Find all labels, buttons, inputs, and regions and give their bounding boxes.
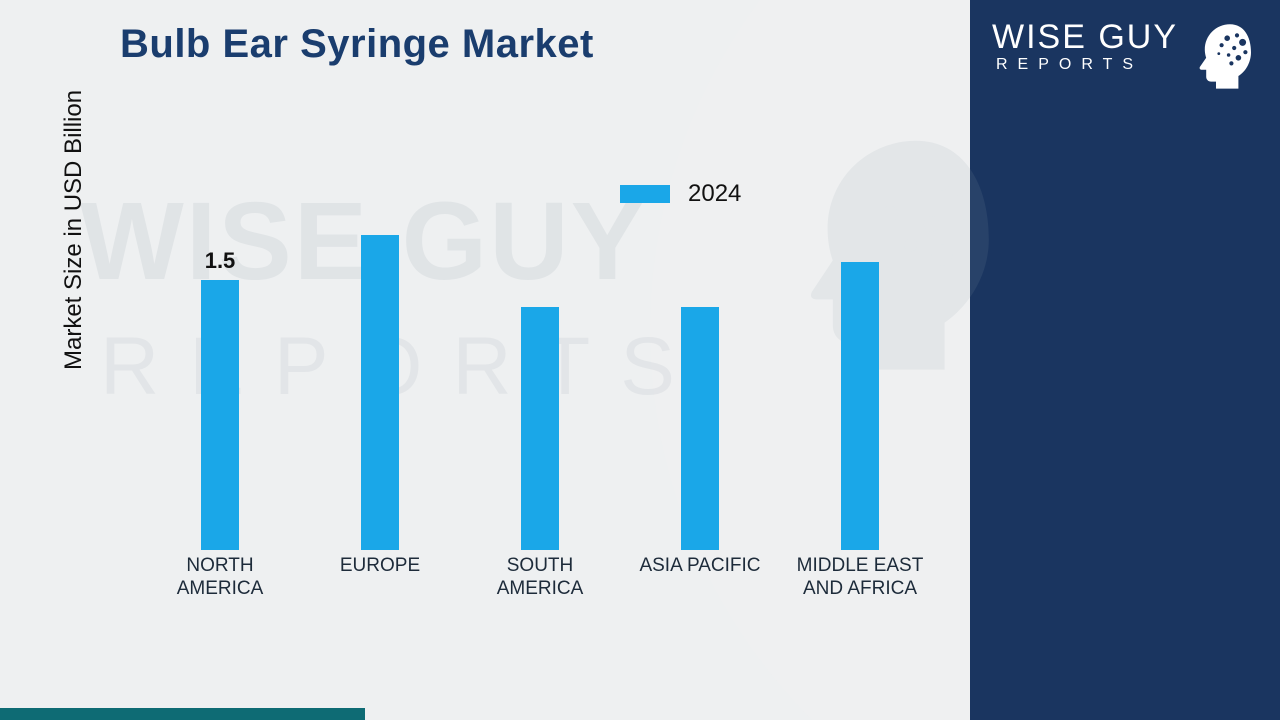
plot-area: 1.5 xyxy=(140,190,940,550)
chart-title: Bulb Ear Syringe Market xyxy=(120,22,594,67)
accent-strip xyxy=(0,708,365,720)
category-label-0: NORTH AMERICA xyxy=(145,555,295,601)
bar-1 xyxy=(361,235,399,550)
bar-chart: 1.5 NORTH AMERICAEUROPESOUTH AMERICAASIA… xyxy=(110,150,940,590)
logo-head-icon xyxy=(1188,20,1258,90)
bar-0 xyxy=(201,280,239,550)
y-axis-label: Market Size in USD Billion xyxy=(60,90,88,370)
category-label-1: EUROPE xyxy=(305,555,455,578)
brand-logo: WISE GUY REPORTS xyxy=(992,20,1252,100)
bar-value-0: 1.5 xyxy=(205,248,236,274)
bar-3 xyxy=(681,307,719,550)
page: WISE GUY REPORTS Bulb Ear Syringe Market… xyxy=(0,0,1280,720)
category-label-3: ASIA PACIFIC xyxy=(625,555,775,578)
category-label-2: SOUTH AMERICA xyxy=(465,555,615,601)
category-label-4: MIDDLE EAST AND AFRICA xyxy=(785,555,935,601)
bar-4 xyxy=(841,262,879,550)
bar-2 xyxy=(521,307,559,550)
